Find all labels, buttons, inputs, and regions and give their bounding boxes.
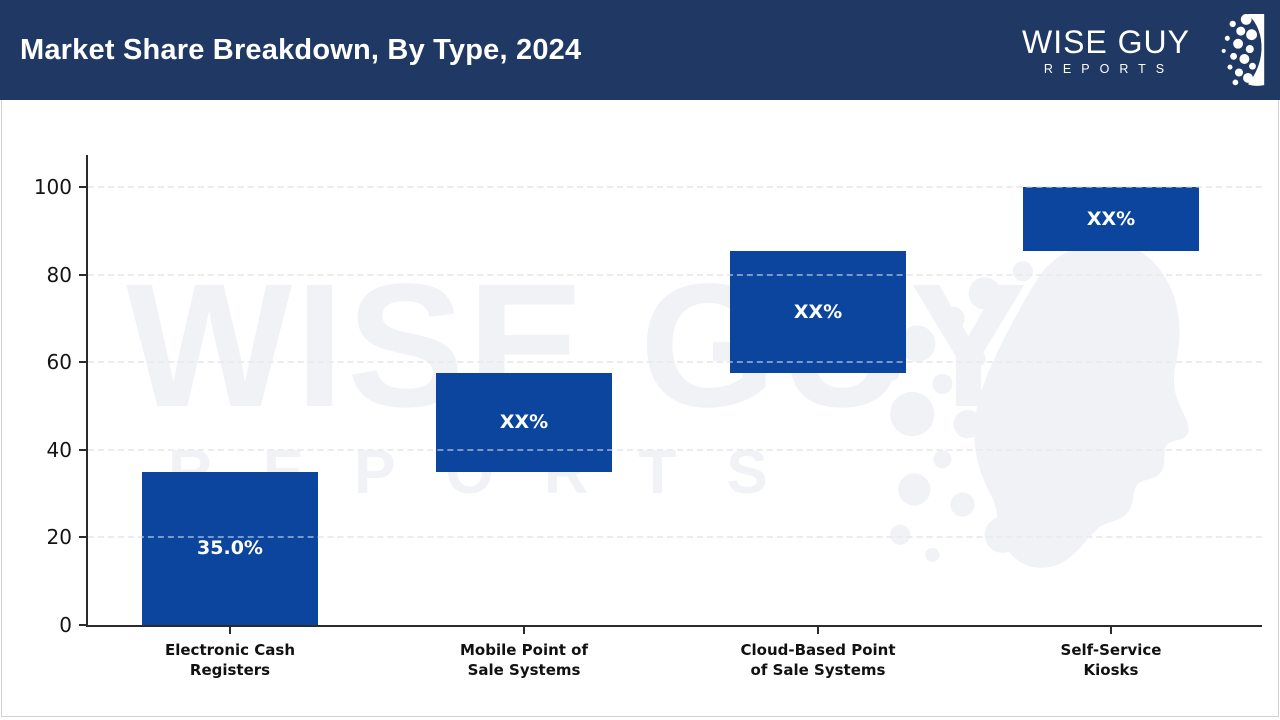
category-label: Self-Service Kiosks: [991, 640, 1231, 680]
y-tick-label: 80: [46, 262, 72, 287]
y-tick-label: 0: [59, 613, 72, 637]
bar-value-label: XX%: [499, 411, 549, 434]
gridline-overlay: [88, 361, 1262, 364]
brand-face-icon: [1221, 14, 1265, 86]
bar-value-label: 35.0%: [197, 537, 263, 560]
category-label: Mobile Point of Sale Systems: [404, 640, 644, 680]
category-label-line: Cloud-Based Point: [740, 641, 896, 659]
gridline-overlay: [88, 448, 1262, 451]
x-axis-tick: [229, 627, 231, 634]
x-axis-line: [86, 625, 1262, 627]
y-axis-tick: [79, 361, 86, 364]
brand-subname: REPORTS: [1043, 62, 1175, 76]
gridline: [88, 186, 1262, 188]
chart-area: WISE GUY REPORTS 0 20 40 60 80 100 35.0% XX% XX%…: [0, 100, 1280, 720]
gridline: [88, 448, 1262, 451]
y-axis-tick: [79, 536, 86, 539]
bar-segment: XX%: [1023, 187, 1199, 251]
bar-segment: XX%: [730, 250, 906, 374]
category-label: Electronic Cash Registers: [110, 640, 350, 680]
watermark-face-graphic: [885, 242, 1189, 568]
category-label-line: Kiosks: [1083, 661, 1139, 679]
category-label-line: Mobile Point of: [460, 641, 588, 659]
gridline-overlay: [88, 536, 1262, 539]
y-axis-line: [86, 155, 88, 627]
page-title: Market Share Breakdown, By Type, 2024: [20, 33, 582, 66]
y-axis-tick: [79, 448, 86, 451]
plot: 0 20 40 60 80 100 35.0% XX% XX% XX% Electronic Cas…: [0, 100, 1280, 720]
brand-logo: WISE GUY REPORTS: [1022, 8, 1266, 92]
gridline-overlay: [88, 273, 1262, 276]
category-label: Cloud-Based Point of Sale Systems: [698, 640, 938, 680]
category-label-line: Registers: [189, 661, 271, 679]
y-tick-label: 60: [46, 350, 72, 375]
y-axis-tick: [79, 186, 86, 188]
category-label-line: of Sale Systems: [750, 661, 886, 679]
y-tick-label: 40: [46, 437, 72, 462]
category-label-line: Electronic Cash: [165, 641, 295, 659]
y-tick-label: 100: [33, 175, 72, 199]
bar-value-label: XX%: [793, 300, 843, 323]
brand-text: WISE GUY REPORTS: [1022, 24, 1190, 76]
gridline-overlay: [88, 186, 1262, 188]
category-label-line: Self-Service: [1060, 641, 1162, 659]
x-axis-tick: [817, 627, 819, 634]
gridline: [88, 273, 1262, 276]
bar-segment: XX%: [436, 373, 612, 472]
header-bar: Market Share Breakdown, By Type, 2024 WI…: [0, 0, 1280, 100]
x-axis-tick: [1110, 627, 1112, 634]
y-axis-tick: [79, 273, 86, 276]
x-axis-tick: [523, 627, 525, 634]
brand-name: WISE GUY: [1021, 24, 1190, 60]
y-tick-label: 20: [46, 525, 72, 550]
category-label-line: Sale Systems: [467, 661, 581, 679]
gridline: [88, 536, 1262, 539]
y-axis-tick: [79, 624, 86, 626]
bar-segment: 35.0%: [142, 471, 318, 625]
bar-value-label: XX%: [1086, 207, 1136, 230]
gridline: [88, 361, 1262, 364]
